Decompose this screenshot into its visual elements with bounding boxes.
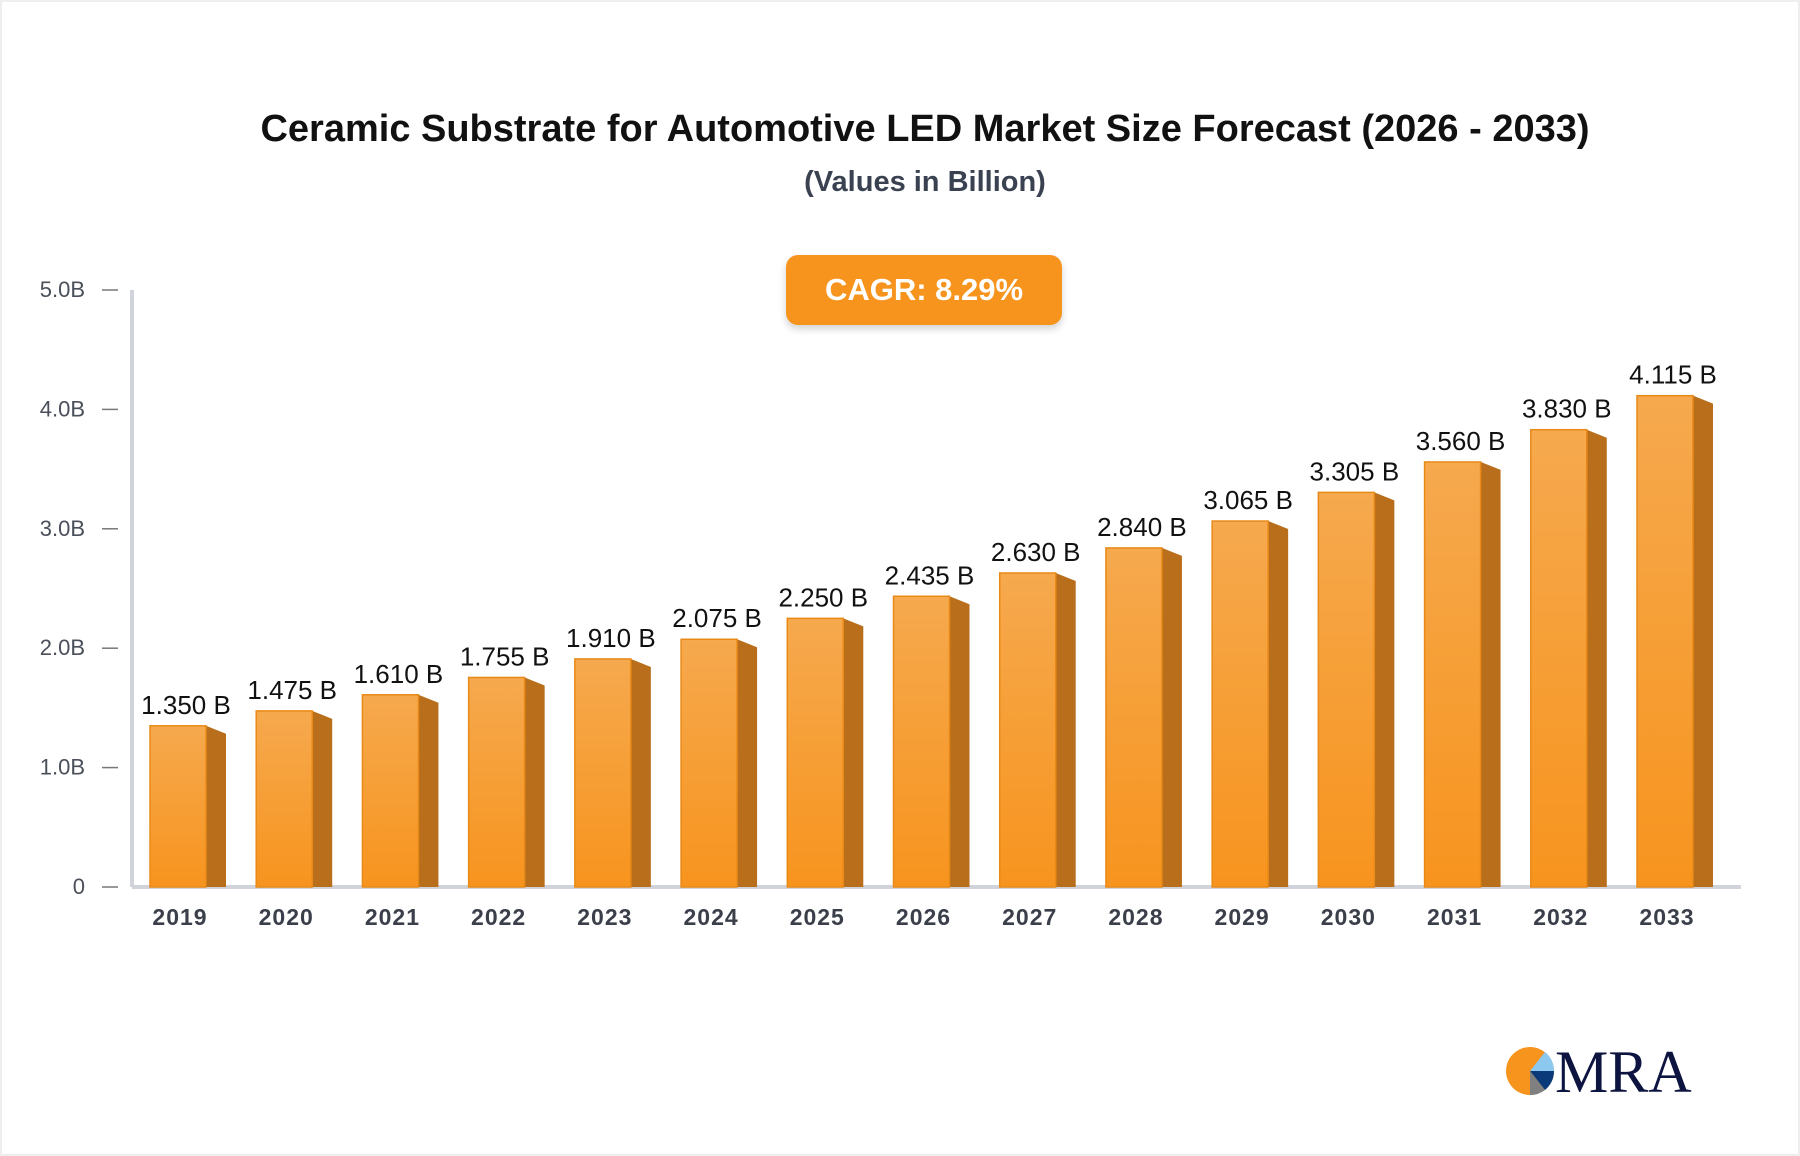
bar xyxy=(1530,428,1588,888)
bar xyxy=(1636,394,1694,888)
data-label: 3.305 B xyxy=(1310,456,1400,486)
bar xyxy=(1423,461,1482,888)
x-tick-label: 2033 xyxy=(1639,904,1694,930)
bar-side xyxy=(1268,521,1289,887)
bar xyxy=(1317,491,1376,888)
x-tick-label: 2029 xyxy=(1215,904,1270,930)
data-label: 3.065 B xyxy=(1203,485,1293,515)
bar-side xyxy=(737,639,758,887)
y-tick-label: 5.0B xyxy=(40,277,85,302)
mra-logo: MRA xyxy=(1505,1040,1695,1100)
x-tick-label: 2028 xyxy=(1108,904,1163,930)
y-tick-label: 0 xyxy=(73,874,85,899)
bar xyxy=(1211,520,1269,888)
logo-pie-icon: MRA xyxy=(1506,1040,1692,1100)
bar-side xyxy=(312,710,333,887)
bar xyxy=(255,710,313,888)
data-label: 2.630 B xyxy=(991,537,1081,567)
y-tick-label: 3.0B xyxy=(40,516,85,541)
chart-title: Ceramic Substrate for Automotive LED Mar… xyxy=(260,108,1590,150)
data-label: 2.075 B xyxy=(672,603,762,633)
bar-side xyxy=(843,618,864,887)
data-label: 1.910 B xyxy=(566,623,656,653)
x-tick-label: 2026 xyxy=(896,904,951,930)
y-tick-label: 1.0B xyxy=(40,755,85,780)
data-label: 1.350 B xyxy=(141,690,231,720)
bar xyxy=(1105,547,1163,888)
x-tick-label: 2022 xyxy=(471,904,526,930)
bar xyxy=(149,725,207,888)
logo-text: MRA xyxy=(1555,1040,1692,1100)
x-tick-label: 2032 xyxy=(1533,904,1588,930)
bar xyxy=(786,617,845,888)
x-tick-label: 2027 xyxy=(1002,904,1057,930)
data-label: 1.475 B xyxy=(247,675,337,705)
bar-side xyxy=(1586,429,1607,887)
data-label: 2.435 B xyxy=(885,560,975,590)
x-tick-label: 2025 xyxy=(790,904,845,930)
x-tick-label: 2020 xyxy=(259,904,314,930)
x-tick-label: 2030 xyxy=(1321,904,1376,930)
bar-side xyxy=(1161,547,1182,887)
x-tick-label: 2031 xyxy=(1427,904,1482,930)
data-label: 2.250 B xyxy=(778,582,868,612)
bar-side xyxy=(1055,572,1076,887)
bar-side xyxy=(206,725,226,887)
bar-side xyxy=(418,694,439,887)
x-tick-label: 2023 xyxy=(577,904,632,930)
x-tick-label: 2019 xyxy=(152,904,207,930)
bar-side xyxy=(1374,492,1395,887)
data-label: 2.840 B xyxy=(1097,512,1187,542)
bar xyxy=(892,595,951,888)
data-label: 3.830 B xyxy=(1522,394,1612,424)
bar-side xyxy=(630,658,651,887)
x-tick-label: 2024 xyxy=(683,904,738,930)
bar xyxy=(467,676,526,888)
bar xyxy=(998,572,1057,888)
data-label: 1.610 B xyxy=(354,659,444,689)
data-label: 4.115 B xyxy=(1629,360,1717,390)
data-label: 1.755 B xyxy=(460,641,550,671)
bar-side xyxy=(1480,461,1501,887)
bar-side xyxy=(524,677,545,887)
bar xyxy=(680,638,738,888)
y-tick-label: 4.0B xyxy=(40,396,85,421)
x-tick-label: 2021 xyxy=(365,904,420,930)
bar xyxy=(361,694,420,888)
bar-side xyxy=(1693,395,1713,887)
y-tick-label: 2.0B xyxy=(40,635,85,660)
bar xyxy=(574,658,632,888)
data-label: 3.560 B xyxy=(1416,426,1506,456)
cagr-badge: CAGR: 8.29% xyxy=(786,255,1062,325)
chart-subtitle: (Values in Billion) xyxy=(804,166,1046,198)
bar-side xyxy=(949,596,970,887)
